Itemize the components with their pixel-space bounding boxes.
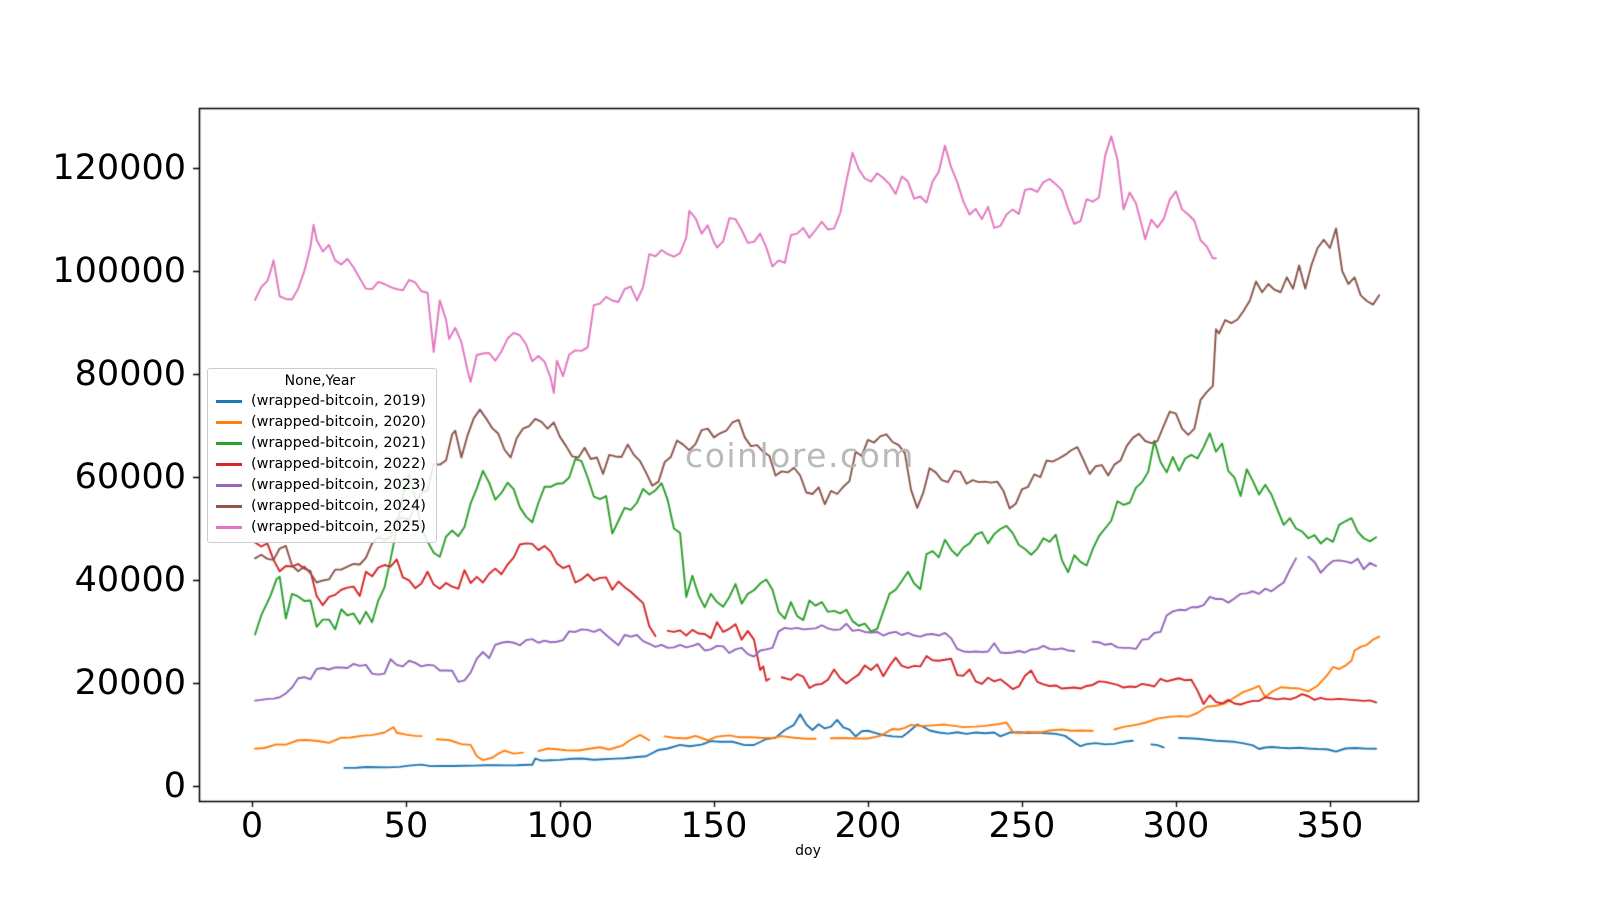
x-tick-label: 100	[526, 806, 594, 846]
legend-item-2022: (wrapped-bitcoin, 2022)	[214, 454, 426, 475]
x-tick-label: 200	[834, 806, 902, 846]
x-tick-label: 150	[680, 806, 748, 846]
legend-item-label: (wrapped-bitcoin, 2021)	[251, 435, 426, 452]
legend-title: None,Year	[284, 373, 356, 389]
legend-item-2020: (wrapped-bitcoin, 2020)	[214, 412, 426, 433]
legend-item-label: (wrapped-bitcoin, 2022)	[251, 456, 426, 473]
legend-item-2025: (wrapped-bitcoin, 2025)	[214, 517, 426, 538]
y-tick-label: 80000	[74, 354, 186, 395]
x-tick-label: 0	[240, 806, 264, 846]
legend-item-label: (wrapped-bitcoin, 2019)	[251, 393, 426, 410]
legend-item-2019: (wrapped-bitcoin, 2019)	[214, 391, 426, 412]
y-tick-label: 100000	[52, 251, 186, 292]
legend-line-swatch	[216, 484, 242, 487]
x-tick-label: 250	[988, 806, 1056, 846]
legend-rows: (wrapped-bitcoin, 2019) (wrapped-bitcoin,…	[214, 391, 426, 538]
legend-item-label: (wrapped-bitcoin, 2020)	[251, 414, 426, 431]
legend-line-swatch	[216, 526, 242, 529]
legend-line-swatch	[216, 463, 242, 466]
legend-line-swatch	[216, 505, 242, 508]
watermark-text: coinlore.com	[685, 436, 915, 475]
legend-item-2023: (wrapped-bitcoin, 2023)	[214, 475, 426, 496]
legend-item-2021: (wrapped-bitcoin, 2021)	[214, 433, 426, 454]
legend-item-label: (wrapped-bitcoin, 2024)	[251, 498, 426, 515]
x-tick-label: 50	[383, 806, 429, 846]
legend-item-2024: (wrapped-bitcoin, 2024)	[214, 496, 426, 517]
x-tick-label: 300	[1142, 806, 1210, 846]
x-tick-label: 350	[1296, 806, 1364, 846]
y-tick-label: 40000	[74, 559, 186, 600]
legend-item-label: (wrapped-bitcoin, 2025)	[251, 519, 426, 536]
y-tick-label: 60000	[74, 457, 186, 498]
y-tick-label: 20000	[74, 662, 186, 703]
legend-item-label: (wrapped-bitcoin, 2023)	[251, 477, 426, 494]
legend-line-swatch	[216, 442, 242, 445]
y-tick-label: 120000	[52, 148, 186, 189]
x-axis-title: doy	[795, 843, 821, 859]
legend-line-swatch	[216, 421, 242, 424]
y-tick-label: 0	[163, 765, 186, 806]
legend-line-swatch	[216, 400, 242, 403]
legend: None,Year (wrapped-bitcoin, 2019) (wrappe…	[207, 368, 437, 543]
